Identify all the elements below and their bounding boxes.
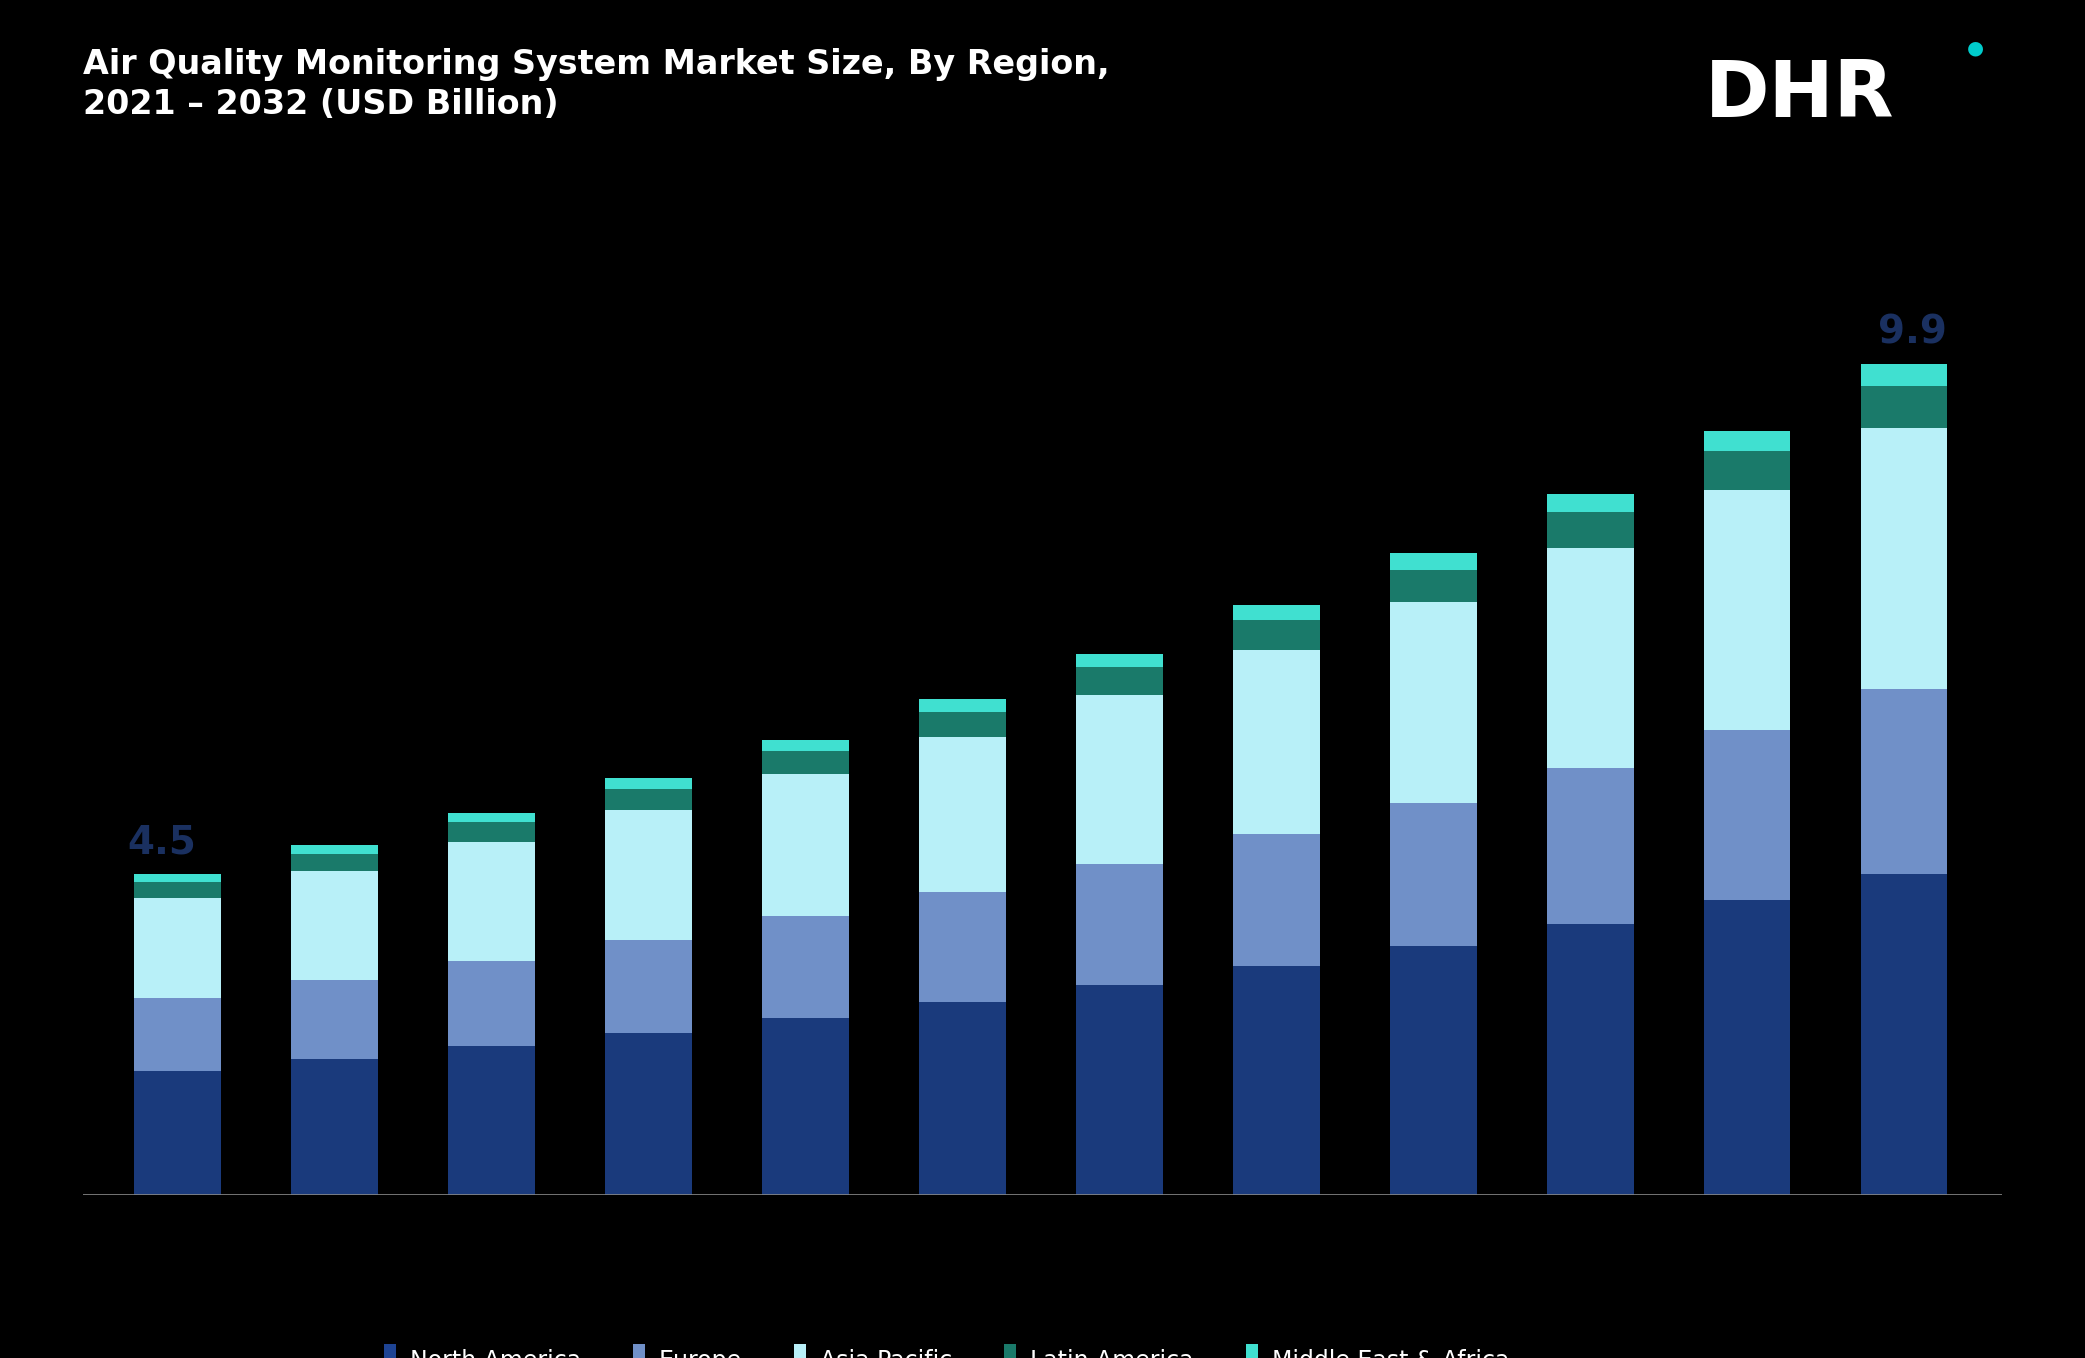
Bar — [133, 873, 221, 881]
Bar — [605, 1033, 692, 1195]
Bar — [292, 1058, 377, 1195]
Bar — [763, 774, 849, 917]
Text: 9.9: 9.9 — [1879, 314, 1947, 352]
Bar — [1232, 621, 1320, 650]
Bar — [919, 1002, 1005, 1195]
Bar — [919, 712, 1005, 736]
Bar — [605, 940, 692, 1033]
Bar — [1547, 923, 1633, 1195]
Bar — [448, 1047, 534, 1195]
Bar — [1232, 966, 1320, 1195]
Bar — [1703, 731, 1791, 899]
Bar — [1547, 767, 1633, 923]
Bar — [1232, 835, 1320, 966]
Bar — [448, 960, 534, 1047]
Bar — [1703, 432, 1791, 451]
Bar — [1391, 602, 1476, 803]
Bar — [133, 998, 221, 1070]
Bar — [448, 842, 534, 960]
Bar — [1076, 653, 1163, 668]
Bar — [133, 898, 221, 998]
Bar — [763, 751, 849, 774]
Bar — [605, 789, 692, 809]
Text: ●: ● — [1968, 38, 1985, 57]
Bar — [1076, 864, 1163, 985]
Bar — [1076, 695, 1163, 864]
Text: Air Quality Monitoring System Market Size, By Region,: Air Quality Monitoring System Market Siz… — [83, 48, 1109, 80]
Bar — [763, 917, 849, 1018]
Bar — [1391, 553, 1476, 569]
Bar — [292, 845, 377, 854]
Bar — [1703, 490, 1791, 731]
Bar — [1076, 668, 1163, 695]
Bar — [1862, 364, 1947, 387]
Bar — [448, 823, 534, 842]
Bar — [292, 854, 377, 872]
Bar — [1703, 899, 1791, 1195]
Bar — [919, 891, 1005, 1002]
Bar — [605, 778, 692, 789]
Bar — [1862, 689, 1947, 873]
Bar — [292, 980, 377, 1058]
Bar — [1232, 650, 1320, 835]
Bar — [1862, 428, 1947, 689]
Bar — [1862, 873, 1947, 1195]
Bar — [1391, 569, 1476, 602]
Bar — [133, 881, 221, 898]
Text: DHR: DHR — [1706, 57, 1893, 133]
Bar — [1547, 512, 1633, 547]
Text: 4.5: 4.5 — [127, 824, 196, 862]
Bar — [1547, 494, 1633, 512]
Bar — [763, 1018, 849, 1195]
Bar — [1703, 451, 1791, 490]
Bar — [1862, 387, 1947, 428]
Bar — [919, 699, 1005, 712]
Bar — [1232, 604, 1320, 621]
Legend: North America, Europe, Asia Pacific, Latin America, Middle East & Africa: North America, Europe, Asia Pacific, Lat… — [375, 1334, 1518, 1358]
Bar — [763, 740, 849, 751]
Bar — [605, 809, 692, 940]
Bar — [1391, 947, 1476, 1195]
Bar — [1391, 803, 1476, 947]
Bar — [448, 813, 534, 823]
Bar — [292, 872, 377, 980]
Bar — [919, 736, 1005, 891]
Text: 2021 – 2032 (USD Billion): 2021 – 2032 (USD Billion) — [83, 88, 559, 121]
Bar — [1076, 985, 1163, 1195]
Bar — [133, 1070, 221, 1195]
Bar — [1547, 547, 1633, 767]
